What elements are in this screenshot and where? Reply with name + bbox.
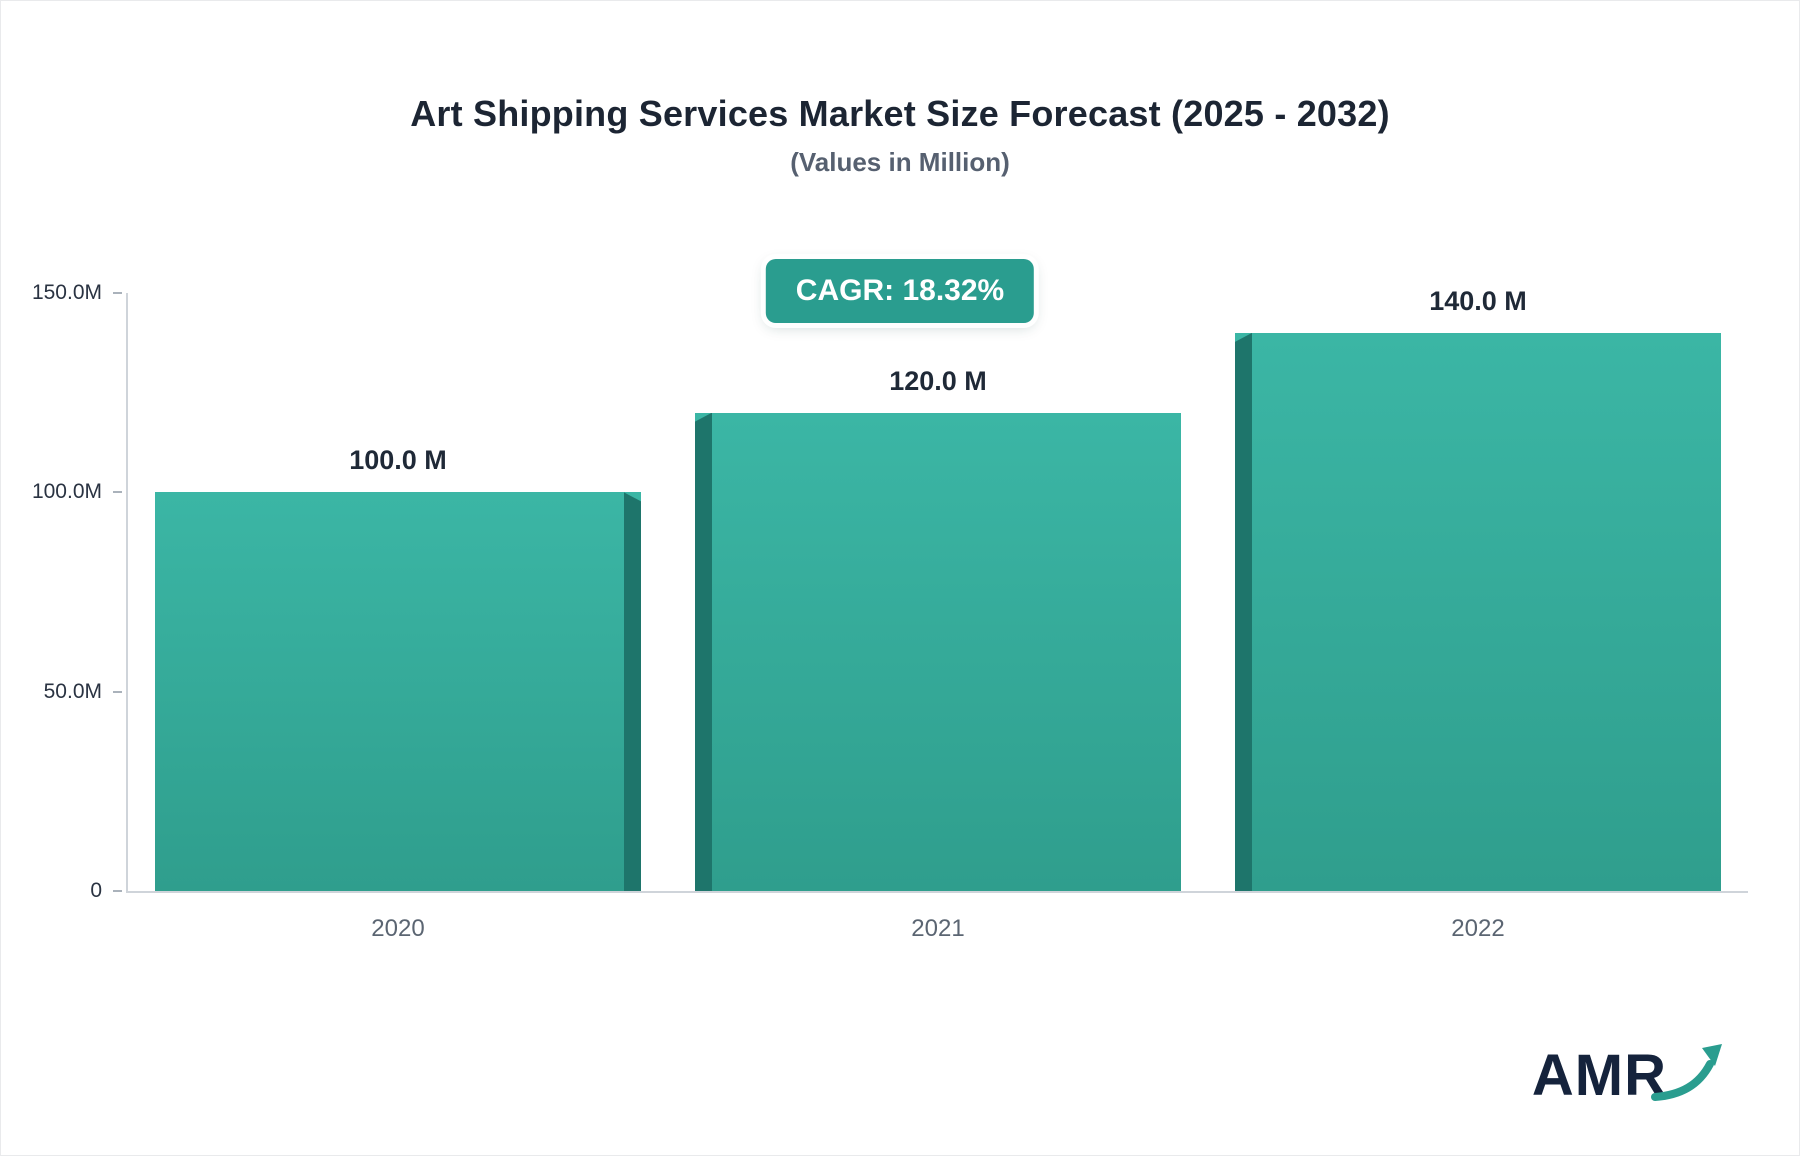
y-tick-label: 150.0M <box>31 281 102 304</box>
bar-group-2022: 140.0 M 2022 <box>1235 286 1721 942</box>
bar-group-2020: 100.0 M 2020 <box>155 445 641 942</box>
bar-side-shade <box>695 412 712 891</box>
y-tick-mark <box>113 491 122 494</box>
y-tick-label: 100.0M <box>31 480 102 504</box>
plot-area: 100.0 M 2020 120.0 M 2021 140.0 M 2022 <box>126 286 1748 942</box>
y-tick-label: 0 <box>90 879 102 902</box>
bar-side-shade <box>624 492 641 891</box>
amr-logo-arrow-icon <box>1651 1044 1722 1101</box>
bar-side-shade <box>1235 332 1252 891</box>
x-axis-label: 2020 <box>371 915 425 942</box>
chart-subtitle: (Values in Million) <box>790 147 1010 177</box>
x-axis-label: 2021 <box>911 915 965 942</box>
bar <box>1235 332 1721 891</box>
bar-value-label: 120.0 M <box>889 365 987 396</box>
x-axis-label: 2022 <box>1451 915 1505 942</box>
y-tick-mark <box>113 690 122 693</box>
chart-title: Art Shipping Services Market Size Foreca… <box>410 93 1390 134</box>
amr-logo: AMR <box>1532 1043 1723 1105</box>
bar <box>155 492 641 891</box>
cagr-badge: CAGR: 18.32% <box>765 259 1035 323</box>
bar-value-label: 100.0 M <box>349 445 447 476</box>
y-tick-mark <box>113 292 122 294</box>
bar <box>695 412 1181 891</box>
y-tick-label: 50.0M <box>43 679 102 703</box>
bar-group-2021: 120.0 M 2021 <box>695 366 1181 942</box>
y-tick-mark <box>113 890 122 892</box>
bars-container: 100.0 M 2020 120.0 M 2021 140.0 M 2022 <box>128 286 1748 942</box>
y-axis: 150.0M 100.0M 50.0M 0 <box>1 281 126 902</box>
amr-logo-text: AMR <box>1531 1043 1667 1108</box>
bar-value-label: 140.0 M <box>1429 285 1527 316</box>
